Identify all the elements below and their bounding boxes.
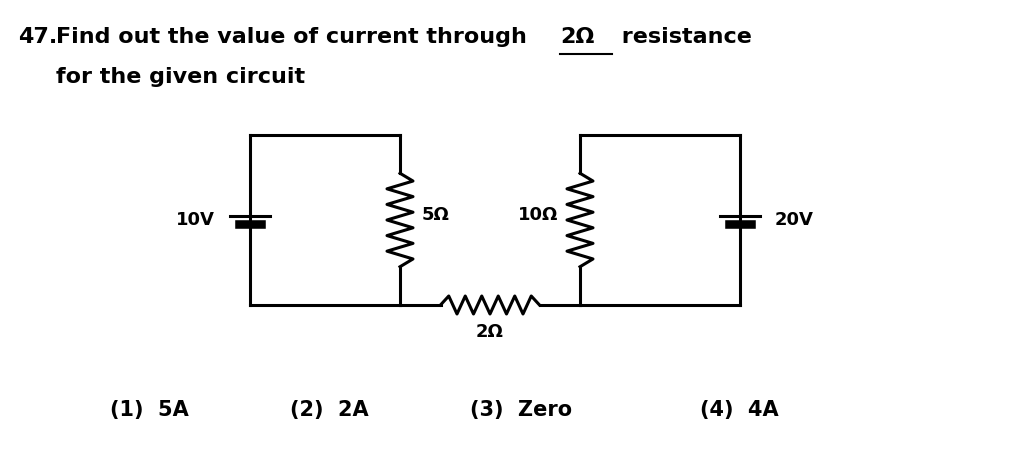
Text: 10V: 10V — [176, 211, 215, 229]
Text: 10Ω: 10Ω — [517, 206, 558, 224]
Text: 2Ω: 2Ω — [560, 27, 594, 47]
Text: 2Ω: 2Ω — [476, 323, 504, 341]
Text: (1)  5A: (1) 5A — [110, 400, 188, 420]
Text: 20V: 20V — [775, 211, 814, 229]
Text: Find out the value of current through: Find out the value of current through — [56, 27, 535, 47]
Text: (2)  2A: (2) 2A — [290, 400, 369, 420]
Text: (3)  Zero: (3) Zero — [470, 400, 572, 420]
Text: (4)  4A: (4) 4A — [700, 400, 778, 420]
Text: for the given circuit: for the given circuit — [56, 67, 305, 87]
Text: 47.: 47. — [18, 27, 57, 47]
Text: resistance: resistance — [614, 27, 752, 47]
Text: 5Ω: 5Ω — [422, 206, 450, 224]
